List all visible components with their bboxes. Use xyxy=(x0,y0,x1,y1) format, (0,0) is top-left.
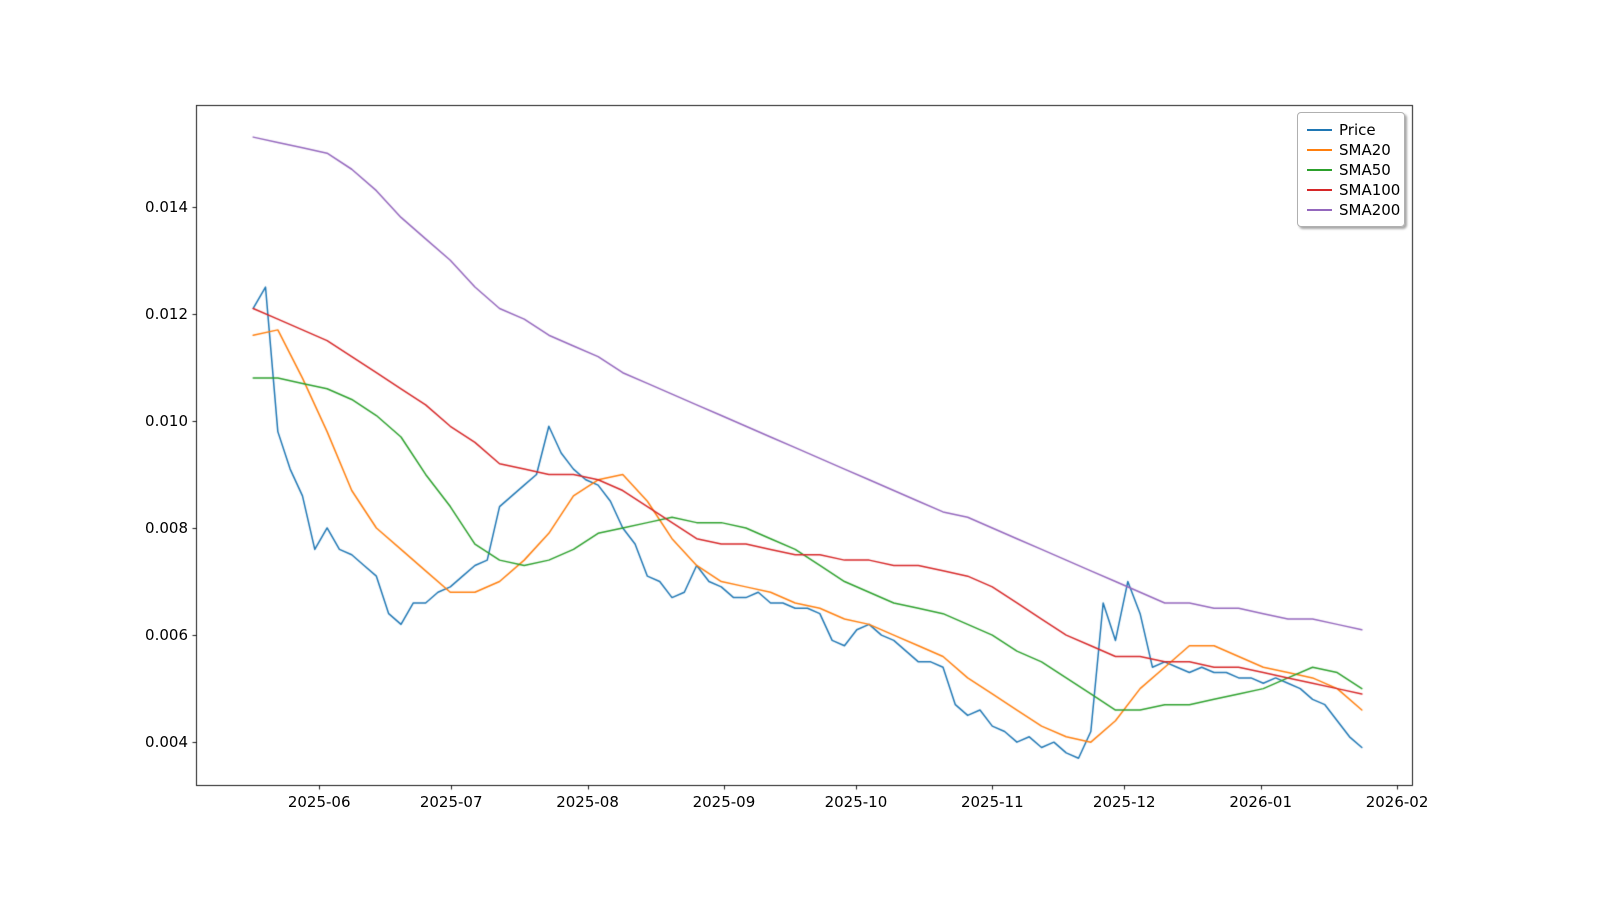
x-tick-label: 2026-01 xyxy=(1229,793,1292,811)
legend: Price SMA20 SMA50 SMA100 SMA200 xyxy=(1297,112,1405,227)
x-tick-label: 2025-06 xyxy=(287,793,351,811)
legend-item-sma200: SMA200 xyxy=(1307,200,1400,220)
y-tick-label: 0.012 xyxy=(145,304,188,323)
legend-item-sma100: SMA100 xyxy=(1307,180,1400,200)
x-tick-label: 2025-11 xyxy=(960,793,1024,811)
legend-label: SMA50 xyxy=(1339,161,1391,179)
legend-line-swatch xyxy=(1307,209,1332,211)
y-tick-label: 0.008 xyxy=(145,518,188,537)
y-tick-label: 0.010 xyxy=(145,411,188,430)
legend-label: SMA100 xyxy=(1339,181,1401,199)
legend-label: SMA20 xyxy=(1339,141,1391,159)
legend-item-price: Price xyxy=(1307,120,1395,140)
legend-line-swatch xyxy=(1307,149,1332,151)
x-tick-label: 2025-12 xyxy=(1092,793,1156,811)
legend-line-swatch xyxy=(1307,169,1332,171)
legend-item-sma50: SMA50 xyxy=(1307,160,1395,180)
legend-label: SMA200 xyxy=(1339,201,1401,219)
legend-line-swatch xyxy=(1307,129,1332,131)
x-tick-label: 2025-07 xyxy=(419,793,483,811)
y-tick-label: 0.004 xyxy=(145,733,188,752)
legend-line-swatch xyxy=(1307,189,1332,191)
x-tick-label: 2025-08 xyxy=(556,793,619,811)
legend-label: Price xyxy=(1339,121,1376,139)
x-tick-label: 2025-10 xyxy=(824,793,888,811)
x-tick-label: 2025-09 xyxy=(692,793,756,811)
y-tick-label: 0.014 xyxy=(145,197,188,216)
legend-item-sma20: SMA20 xyxy=(1307,140,1395,160)
x-tick-label: 2026-02 xyxy=(1365,793,1429,811)
y-tick-label: 0.006 xyxy=(145,626,188,645)
